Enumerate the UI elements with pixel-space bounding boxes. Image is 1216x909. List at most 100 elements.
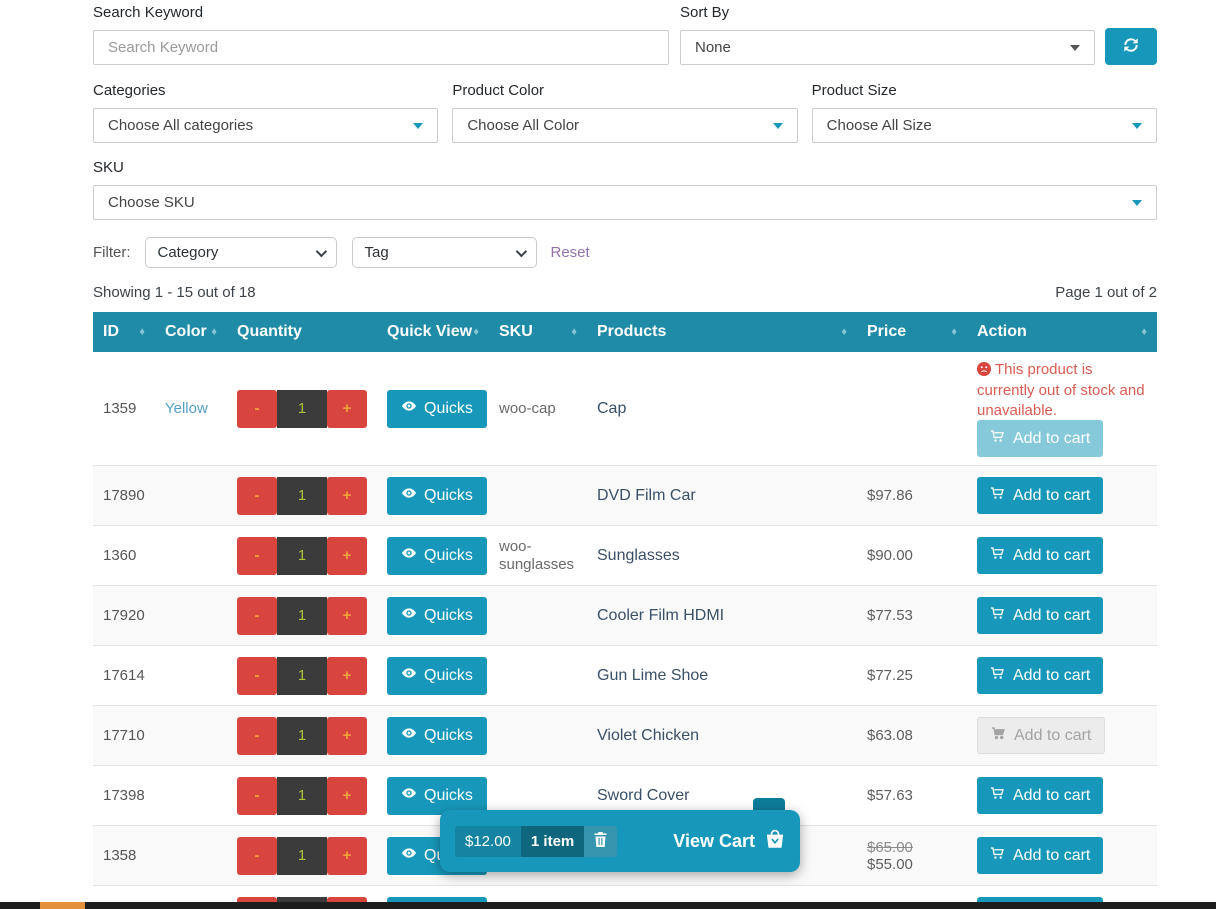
add-to-cart-button[interactable]: Add to cart bbox=[977, 537, 1104, 574]
price-cell: $77.53 bbox=[867, 607, 913, 624]
cart-icon bbox=[990, 846, 1005, 866]
quantity-stepper[interactable]: - 1 + bbox=[237, 389, 367, 428]
qty-minus-button[interactable]: - bbox=[237, 536, 277, 575]
column-header-action[interactable]: Action ♦ bbox=[977, 323, 1147, 340]
sort-icon[interactable]: ♦ bbox=[139, 326, 145, 338]
sort-by-select[interactable]: None bbox=[680, 30, 1095, 65]
add-to-cart-button[interactable]: Add to cart bbox=[977, 717, 1106, 754]
column-header-products[interactable]: Products ♦ bbox=[597, 323, 847, 340]
sku-cell bbox=[489, 612, 587, 620]
shopping-bag-icon bbox=[765, 829, 785, 854]
id-cell: 1360 bbox=[103, 547, 137, 564]
category-filter-select[interactable]: Category bbox=[144, 237, 337, 268]
qty-plus-button[interactable]: + bbox=[327, 476, 367, 515]
qty-minus-button[interactable]: - bbox=[237, 389, 277, 428]
table-row: 1358 - 1 + Quicks $65.00 $55.00 Add to c… bbox=[93, 826, 1157, 886]
table-row: 17614 - 1 + Quicks Gun Lime Shoe $77.25 … bbox=[93, 646, 1157, 706]
add-to-cart-button[interactable]: Add to cart bbox=[977, 777, 1104, 814]
product-table-page: Search Keyword Sort By None Categories C… bbox=[93, 0, 1157, 909]
quick-view-button[interactable]: Quicks bbox=[387, 536, 487, 575]
price-cell: $90.00 bbox=[867, 547, 913, 564]
sort-icon[interactable]: ♦ bbox=[1141, 326, 1147, 338]
quantity-stepper[interactable]: - 1 + bbox=[237, 716, 367, 755]
tag-filter-select[interactable]: Tag bbox=[351, 237, 537, 268]
cart-icon bbox=[991, 726, 1006, 746]
qty-value: 1 bbox=[277, 596, 327, 635]
add-to-cart-button[interactable]: Add to cart bbox=[977, 837, 1104, 874]
quick-view-button[interactable]: Quicks bbox=[387, 656, 487, 695]
column-header-price[interactable]: Price ♦ bbox=[867, 323, 957, 340]
sort-icon[interactable]: ♦ bbox=[211, 326, 217, 338]
sku-select[interactable]: Choose SKU bbox=[93, 185, 1157, 220]
quick-view-button[interactable]: Quicks bbox=[387, 476, 487, 515]
qty-minus-button[interactable]: - bbox=[237, 596, 277, 635]
id-cell: 17398 bbox=[103, 787, 145, 804]
cart-icon bbox=[990, 666, 1005, 686]
column-header-quick-view[interactable]: Quick View ♦ bbox=[387, 323, 479, 340]
add-to-cart-button[interactable]: Add to cart bbox=[977, 657, 1104, 694]
column-header-quantity[interactable]: Quantity bbox=[237, 323, 302, 340]
quantity-stepper[interactable]: - 1 + bbox=[237, 836, 367, 875]
sort-icon[interactable]: ♦ bbox=[951, 326, 957, 338]
qty-plus-button[interactable]: + bbox=[327, 836, 367, 875]
qty-plus-button[interactable]: + bbox=[327, 389, 367, 428]
quantity-stepper[interactable]: - 1 + bbox=[237, 596, 367, 635]
cart-icon bbox=[990, 606, 1005, 626]
qty-plus-button[interactable]: + bbox=[327, 716, 367, 755]
quantity-stepper[interactable]: - 1 + bbox=[237, 776, 367, 815]
table-row: 17890 - 1 + Quicks DVD Film Car $97.86 A… bbox=[93, 466, 1157, 526]
product-size-select[interactable]: Choose All Size bbox=[811, 108, 1157, 143]
qty-plus-button[interactable]: + bbox=[327, 656, 367, 695]
qty-minus-button[interactable]: - bbox=[237, 656, 277, 695]
search-input[interactable] bbox=[93, 30, 669, 65]
quantity-stepper[interactable]: - 1 + bbox=[237, 476, 367, 515]
qty-minus-button[interactable]: - bbox=[237, 836, 277, 875]
sku-cell: woo-cap bbox=[499, 399, 556, 417]
refresh-button[interactable] bbox=[1105, 28, 1157, 65]
qty-value: 1 bbox=[277, 389, 327, 428]
add-to-cart-button[interactable]: Add to cart bbox=[977, 477, 1104, 514]
product-name: Sunglasses bbox=[597, 546, 680, 564]
showing-count-text: Showing 1 - 15 out of 18 bbox=[93, 284, 256, 301]
quantity-stepper[interactable]: - 1 + bbox=[237, 656, 367, 695]
sort-icon[interactable]: ♦ bbox=[571, 326, 577, 338]
sku-cell bbox=[489, 732, 587, 740]
tag-filter-value: Tag bbox=[364, 244, 389, 261]
price-cell: $77.25 bbox=[867, 667, 913, 684]
qty-plus-button[interactable]: + bbox=[327, 776, 367, 815]
quantity-stepper[interactable]: - 1 + bbox=[237, 536, 367, 575]
qty-plus-button[interactable]: + bbox=[327, 596, 367, 635]
qty-minus-button[interactable]: - bbox=[237, 476, 277, 515]
chevron-down-icon bbox=[515, 245, 527, 257]
add-to-cart-button[interactable]: Add to cart bbox=[977, 597, 1104, 634]
eye-icon bbox=[401, 545, 417, 566]
reset-link[interactable]: Reset bbox=[550, 244, 590, 261]
sort-icon[interactable]: ♦ bbox=[473, 326, 479, 338]
column-header-sku[interactable]: SKU ♦ bbox=[499, 323, 577, 340]
sort-icon[interactable]: ♦ bbox=[841, 326, 847, 338]
quick-view-button[interactable]: Quicks bbox=[387, 596, 487, 635]
add-to-cart-button[interactable]: Add to cart bbox=[977, 420, 1104, 458]
qty-plus-button[interactable]: + bbox=[327, 536, 367, 575]
qty-minus-button[interactable]: - bbox=[237, 776, 277, 815]
sku-value: Choose SKU bbox=[108, 194, 195, 211]
view-cart-button[interactable]: View Cart bbox=[673, 829, 785, 854]
product-size-value: Choose All Size bbox=[826, 117, 932, 134]
eye-icon bbox=[401, 725, 417, 746]
product-color-select[interactable]: Choose All Color bbox=[452, 108, 798, 143]
cart-icon bbox=[990, 486, 1005, 506]
product-name: Cap bbox=[597, 399, 627, 417]
quick-view-button[interactable]: Quicks bbox=[387, 716, 487, 755]
bottom-bar bbox=[0, 902, 1216, 909]
categories-select[interactable]: Choose All categories bbox=[93, 108, 439, 143]
empty-cart-button[interactable] bbox=[584, 825, 618, 857]
table-header-row: ID ♦ Color ♦ Quantity Quick View ♦ SKU ♦ Pro… bbox=[93, 312, 1157, 352]
column-header-id[interactable]: ID ♦ bbox=[103, 323, 145, 340]
out-of-stock-message: This product is currently out of stock a… bbox=[977, 360, 1145, 419]
filter-label: Filter: bbox=[93, 244, 131, 261]
column-header-color[interactable]: Color ♦ bbox=[165, 323, 217, 340]
quick-view-button[interactable]: Quicks bbox=[387, 776, 487, 815]
quick-view-button[interactable]: Quicks bbox=[387, 389, 487, 428]
qty-minus-button[interactable]: - bbox=[237, 716, 277, 755]
color-link[interactable]: Yellow bbox=[165, 400, 208, 417]
